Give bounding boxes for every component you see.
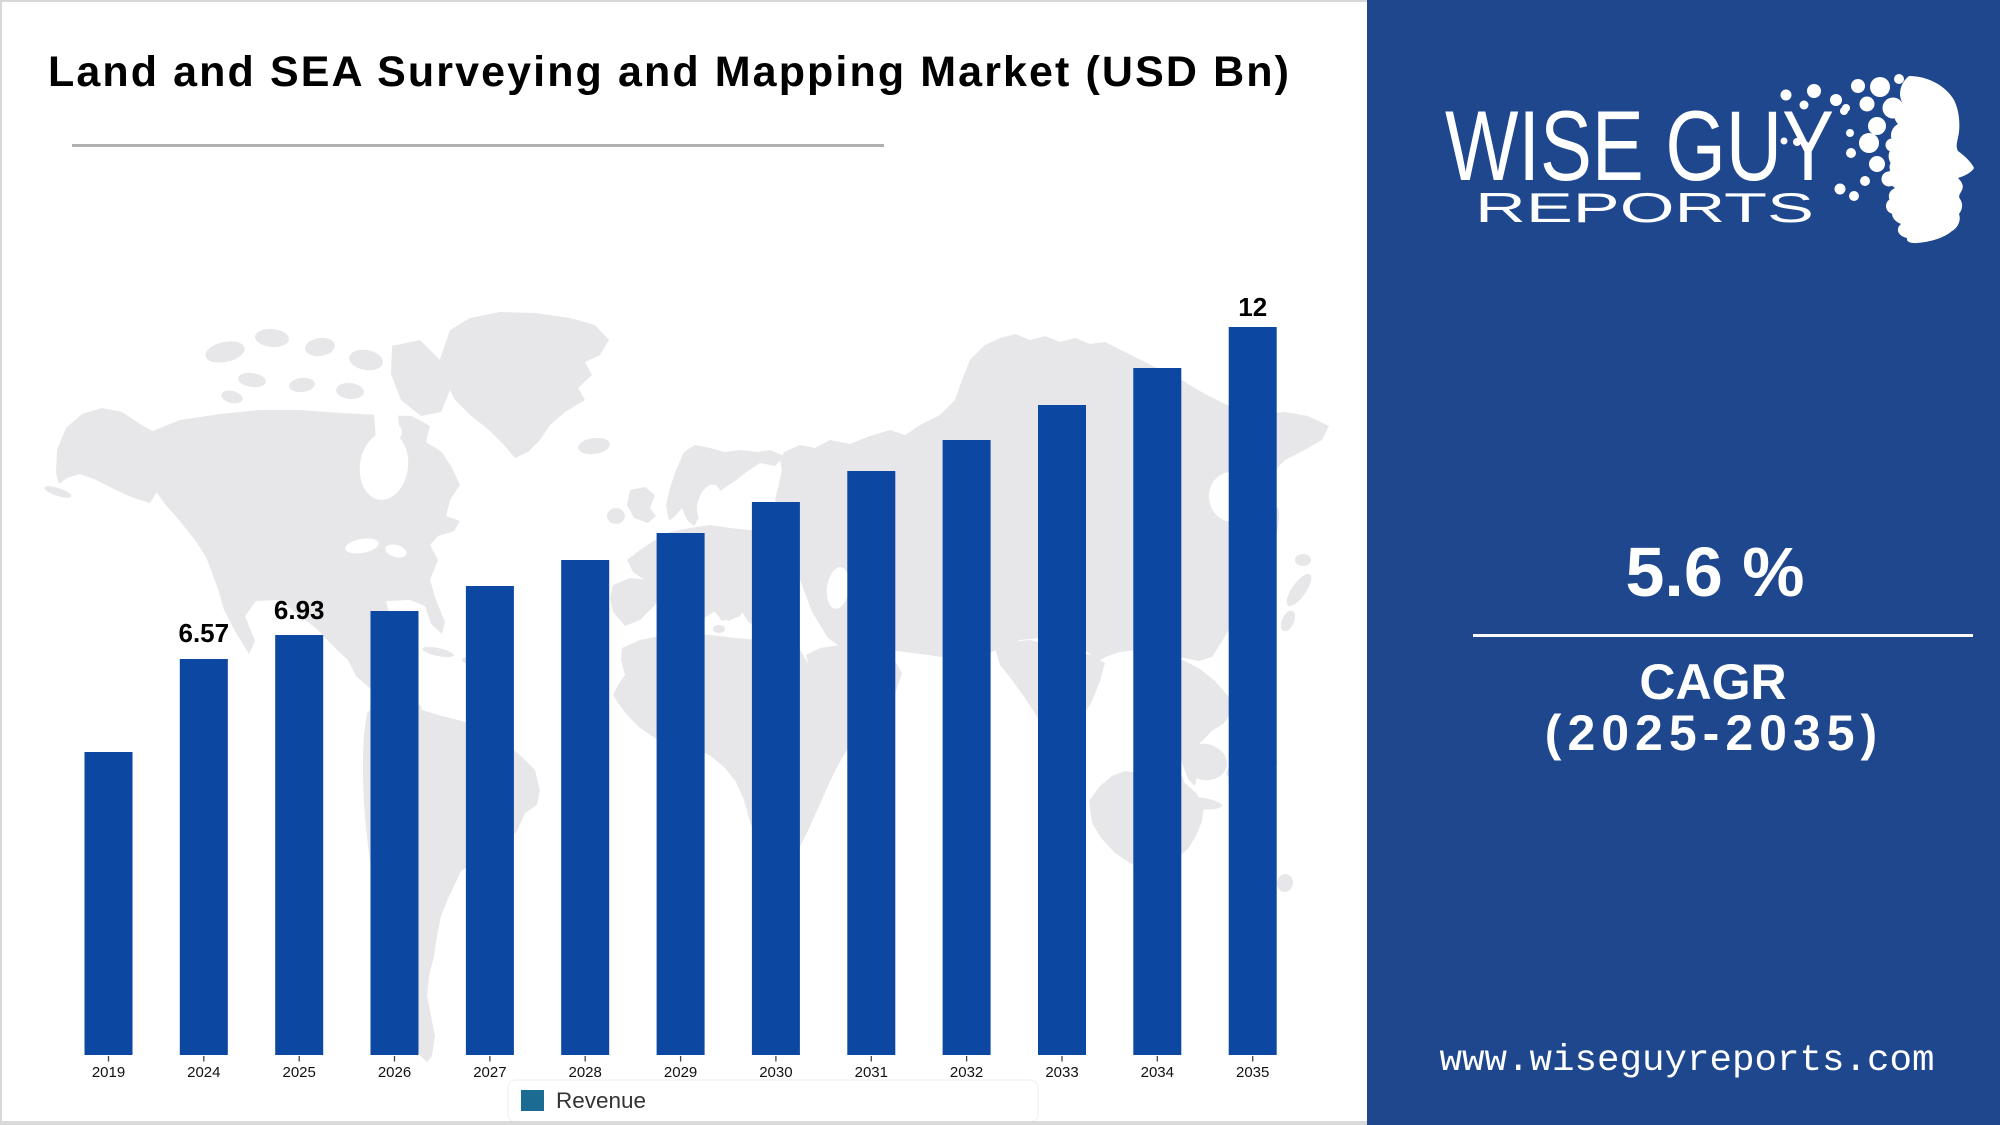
svg-text:2027: 2027: [473, 1064, 506, 1081]
svg-text:2029: 2029: [664, 1064, 697, 1081]
svg-text:2034: 2034: [1141, 1064, 1174, 1081]
svg-text:2025: 2025: [283, 1064, 316, 1081]
svg-text:WISE GUY: WISE GUY: [1445, 90, 1834, 201]
svg-text:2031: 2031: [855, 1064, 888, 1081]
svg-text:12: 12: [1238, 292, 1267, 322]
svg-text:2026: 2026: [378, 1064, 411, 1081]
svg-text:2035: 2035: [1236, 1064, 1269, 1081]
svg-text:2024: 2024: [187, 1064, 220, 1081]
svg-text:2030: 2030: [759, 1064, 792, 1081]
svg-text:2019: 2019: [92, 1064, 125, 1081]
svg-text:2028: 2028: [569, 1064, 602, 1081]
svg-text:2032: 2032: [950, 1064, 983, 1081]
svg-text:REPORTS: REPORTS: [1475, 184, 1814, 231]
svg-text:Revenue: Revenue: [556, 1088, 646, 1113]
svg-text:6.93: 6.93: [274, 595, 325, 625]
svg-text:2033: 2033: [1045, 1064, 1078, 1081]
svg-text:6.57: 6.57: [178, 618, 229, 648]
